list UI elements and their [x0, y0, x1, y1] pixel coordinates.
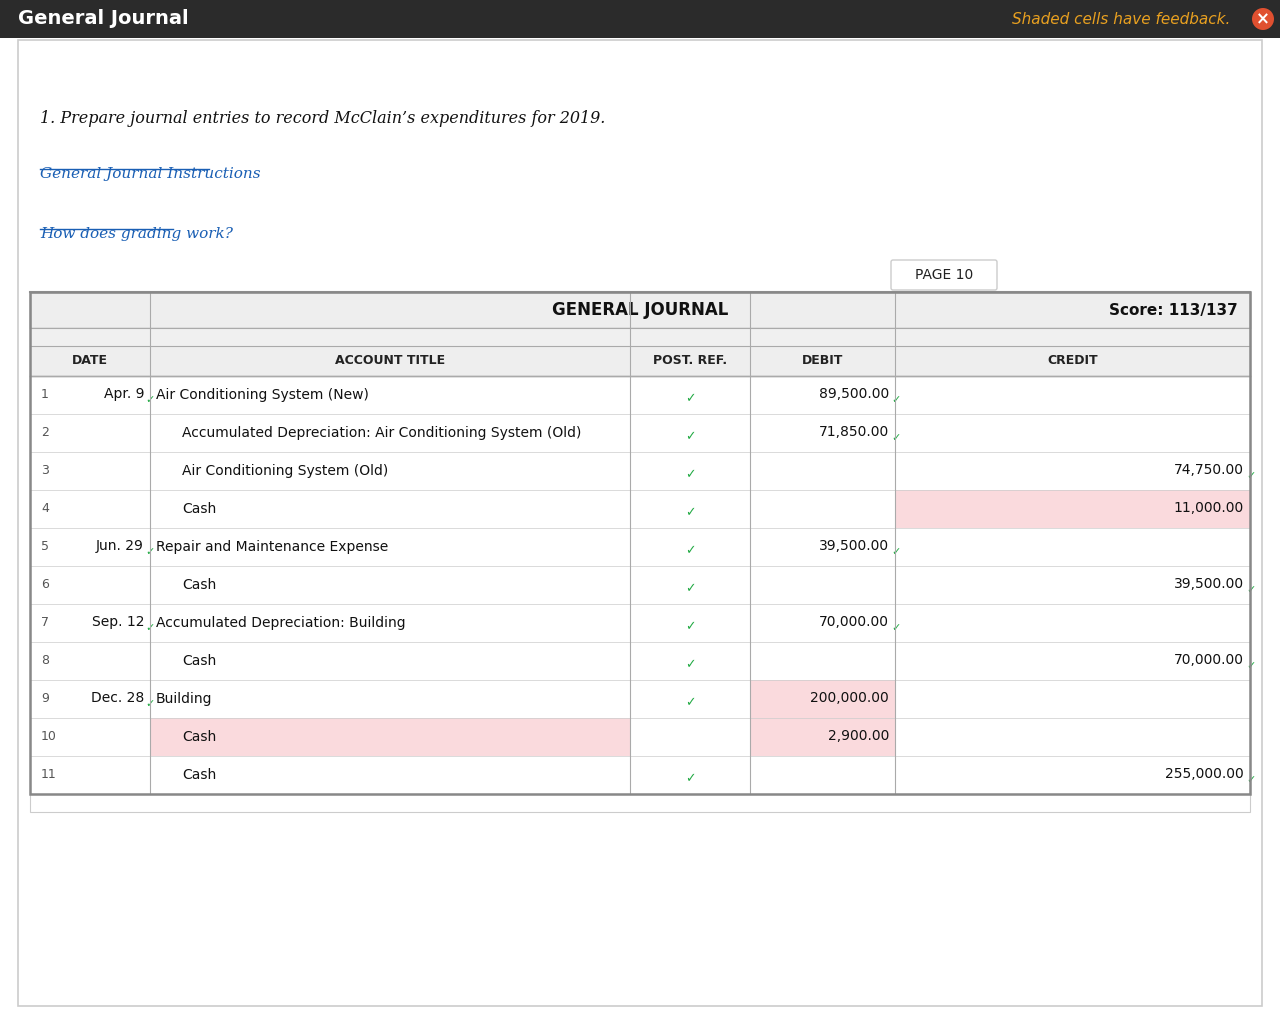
Text: ✓: ✓	[685, 544, 695, 558]
Text: Air Conditioning System (Old): Air Conditioning System (Old)	[182, 464, 388, 478]
Bar	[29, 490, 1251, 528]
Text: ✓: ✓	[145, 699, 155, 709]
Text: 70,000.00: 70,000.00	[1174, 653, 1244, 667]
Text: Air Conditioning System (New): Air Conditioning System (New)	[156, 388, 369, 402]
Text: ✓: ✓	[891, 395, 900, 405]
Bar	[29, 794, 1251, 812]
Text: ✓: ✓	[1245, 661, 1256, 671]
Text: Cash: Cash	[182, 768, 216, 782]
Text: Shaded cells have feedback.: Shaded cells have feedback.	[1011, 11, 1230, 26]
Text: General Journal: General Journal	[18, 9, 188, 28]
Bar	[29, 292, 1251, 794]
Text: ✓: ✓	[1245, 471, 1256, 481]
Circle shape	[1252, 8, 1274, 30]
Text: 4: 4	[41, 503, 49, 515]
Text: ✓: ✓	[145, 547, 155, 557]
Text: 70,000.00: 70,000.00	[819, 615, 890, 629]
Text: 200,000.00: 200,000.00	[810, 691, 890, 705]
Text: ✓: ✓	[685, 506, 695, 519]
Text: DEBIT: DEBIT	[801, 355, 844, 368]
Text: 89,500.00: 89,500.00	[819, 387, 890, 401]
Text: 2,900.00: 2,900.00	[828, 729, 890, 743]
Text: General Journal Instructions: General Journal Instructions	[40, 167, 261, 181]
Bar	[29, 452, 1251, 490]
Text: Cash: Cash	[182, 502, 216, 516]
Bar	[29, 566, 1251, 604]
Text: 9: 9	[41, 693, 49, 706]
Bar	[29, 680, 1251, 718]
Text: Cash: Cash	[182, 654, 216, 668]
Text: 11,000.00: 11,000.00	[1174, 501, 1244, 515]
Text: ✓: ✓	[685, 430, 695, 443]
Bar	[0, 0, 1280, 38]
Text: ✓: ✓	[1245, 585, 1256, 595]
Text: DATE: DATE	[72, 355, 108, 368]
Text: 8: 8	[41, 654, 49, 668]
Bar	[750, 718, 895, 756]
Text: 6: 6	[41, 579, 49, 592]
Text: Accumulated Depreciation: Building: Accumulated Depreciation: Building	[156, 616, 406, 630]
Bar	[29, 528, 1251, 566]
Text: 1. Prepare journal entries to record McClain’s expenditures for 2019.: 1. Prepare journal entries to record McC…	[40, 110, 605, 127]
Text: ✓: ✓	[891, 623, 900, 633]
Text: ✓: ✓	[1245, 775, 1256, 785]
Bar	[29, 642, 1251, 680]
Text: ✓: ✓	[685, 697, 695, 709]
Text: Sep. 12: Sep. 12	[91, 615, 143, 629]
Text: 11: 11	[41, 769, 56, 782]
Text: Cash: Cash	[182, 578, 216, 592]
Text: Accumulated Depreciation: Air Conditioning System (Old): Accumulated Depreciation: Air Conditioni…	[182, 426, 581, 440]
Text: 71,850.00: 71,850.00	[819, 425, 890, 439]
Text: ✓: ✓	[685, 659, 695, 672]
Text: How does grading work?: How does grading work?	[40, 227, 233, 241]
Text: Dec. 28: Dec. 28	[91, 691, 143, 705]
Bar	[750, 680, 895, 718]
Bar	[29, 292, 1251, 328]
Text: 7: 7	[41, 616, 49, 629]
Text: ✓: ✓	[685, 583, 695, 596]
Text: ✓: ✓	[685, 773, 695, 786]
Text: 2: 2	[41, 426, 49, 439]
Text: 39,500.00: 39,500.00	[819, 539, 890, 553]
Text: GENERAL JOURNAL: GENERAL JOURNAL	[552, 301, 728, 319]
Text: ✓: ✓	[685, 620, 695, 633]
Text: 39,500.00: 39,500.00	[1174, 577, 1244, 591]
FancyBboxPatch shape	[891, 260, 997, 290]
Bar	[29, 376, 1251, 414]
Bar	[29, 718, 1251, 756]
Text: ×: ×	[1256, 10, 1270, 28]
Text: 255,000.00: 255,000.00	[1165, 767, 1244, 781]
Text: Apr. 9: Apr. 9	[104, 387, 143, 401]
Text: CREDIT: CREDIT	[1047, 355, 1098, 368]
Text: POST. REF.: POST. REF.	[653, 355, 727, 368]
Text: ACCOUNT TITLE: ACCOUNT TITLE	[335, 355, 445, 368]
Bar	[29, 604, 1251, 642]
Text: ✓: ✓	[891, 433, 900, 443]
Bar	[29, 414, 1251, 452]
Bar	[29, 346, 1251, 376]
Text: ✓: ✓	[145, 395, 155, 405]
Text: 10: 10	[41, 730, 56, 743]
Text: Cash: Cash	[182, 730, 216, 744]
Text: Building: Building	[156, 692, 212, 706]
Bar	[29, 756, 1251, 794]
Text: 3: 3	[41, 465, 49, 478]
Bar	[150, 718, 630, 756]
Text: 1: 1	[41, 389, 49, 402]
Text: PAGE 10: PAGE 10	[915, 268, 973, 282]
Text: Repair and Maintenance Expense: Repair and Maintenance Expense	[156, 540, 388, 554]
Text: Jun. 29: Jun. 29	[96, 539, 143, 553]
Text: ✓: ✓	[145, 623, 155, 633]
Text: Score: 113/137: Score: 113/137	[1110, 303, 1238, 317]
Bar	[29, 328, 1251, 346]
Text: ✓: ✓	[891, 547, 900, 557]
Text: 5: 5	[41, 540, 49, 553]
Text: 74,750.00: 74,750.00	[1174, 463, 1244, 477]
Text: ✓: ✓	[685, 393, 695, 405]
Text: ✓: ✓	[685, 469, 695, 482]
Bar	[895, 490, 1251, 528]
